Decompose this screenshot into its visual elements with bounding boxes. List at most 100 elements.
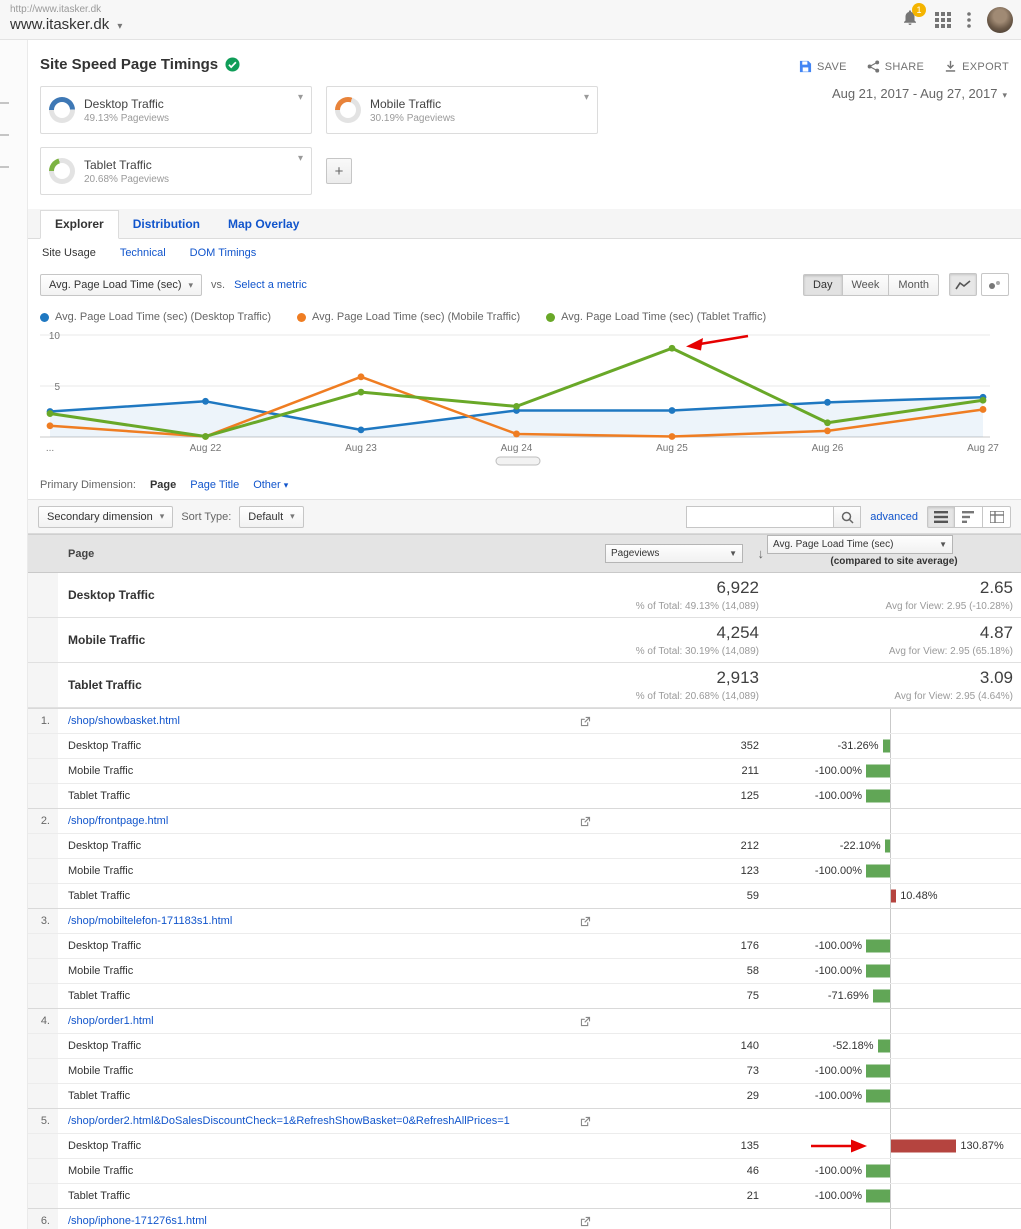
segment-sub-row: Desktop Traffic 352 -31.26% [28,733,1021,758]
open-page-button[interactable] [580,916,591,927]
avatar[interactable] [987,7,1013,33]
tab-explorer[interactable]: Explorer [40,210,119,239]
open-page-button[interactable] [580,716,591,727]
chart-canvas: 10 5... Aug 22 Aug 23 Aug 24 Aug 25 Aug 26 Aug … [40,331,999,466]
tab-map-overlay[interactable]: Map Overlay [228,217,300,231]
page-link[interactable]: /shop/frontpage.html [68,815,169,827]
zero-axis [890,1109,891,1133]
subtab-site-usage[interactable]: Site Usage [42,247,96,259]
sort-type-dropdown[interactable]: Default ▾ [239,505,304,528]
caret-down-icon: ▼ [729,549,737,558]
chevron-down-icon[interactable]: ▾ [583,92,589,103]
sort-descending-icon[interactable]: ↓ [757,546,765,561]
zero-axis [890,934,891,958]
chevron-down-icon[interactable]: ▾ [297,92,303,103]
date-range-selector[interactable]: Aug 21, 2017 - Aug 27, 2017 ▾ [831,86,1007,101]
comparison-bar [884,839,890,853]
save-icon [799,60,812,73]
search-input[interactable] [686,506,835,528]
donut-chart-icon [49,158,75,184]
page-link[interactable]: /shop/showbasket.html [68,715,180,727]
zero-axis [890,1209,891,1229]
pivot-view-button[interactable] [983,506,1011,528]
series-dot-icon [40,312,49,322]
metric-dropdown[interactable]: Avg. Page Load Time (sec) ▾ [40,274,203,296]
comparison-bar [866,864,890,878]
vs-label: vs. [211,279,226,291]
zero-axis [890,759,891,783]
open-page-button[interactable] [580,1216,591,1227]
sort-type-label: Sort Type: [181,510,232,523]
select-metric-link[interactable]: Select a metric [234,279,307,291]
segment-card-mobile[interactable]: Mobile Traffic 30.19% Pageviews ▾ [326,86,598,134]
verified-check-icon [225,57,240,72]
zero-axis [890,1084,891,1108]
segment-label: Mobile Traffic [68,965,134,977]
svg-text:Aug 23: Aug 23 [345,443,377,454]
open-page-button[interactable] [580,1016,591,1027]
timeseries-chart[interactable]: 10 5... Aug 22 Aug 23 Aug 24 Aug 25 Aug 26 Aug … [28,325,1021,475]
segment-card-desktop[interactable]: Desktop Traffic 49.13% Pageviews ▾ [40,86,312,134]
page-link[interactable]: /shop/order1.html [68,1015,154,1027]
account-selector[interactable]: www.itasker.dk ▾ [10,16,1011,33]
svg-text:5: 5 [54,382,60,393]
open-in-new-icon [580,1016,591,1026]
secondary-dimension-dropdown[interactable]: Secondary dimension ▾ [38,505,174,528]
segment-sub-row: Tablet Traffic 59 10.48% [28,883,1021,908]
add-segment-button[interactable]: + [326,158,352,184]
chevron-down-icon: ▾ [159,511,165,521]
search-button[interactable] [834,506,862,528]
granularity-month[interactable]: Month [889,273,939,296]
segment-sub-row: Tablet Traffic 29 -100.00% [28,1083,1021,1108]
collapsed-sidebar [0,40,28,1229]
page-link[interactable]: /shop/order2.html&DoSalesDiscountCheck=1… [68,1115,510,1127]
segment-label: Desktop Traffic [68,740,142,752]
segment-sub-row: Tablet Traffic 21 -100.00% [28,1183,1021,1208]
apps-grid-button[interactable] [935,12,951,28]
comparison-bar [866,1064,890,1078]
page-link[interactable]: /shop/iphone-171276s1.html [68,1215,207,1227]
motion-chart-icon [989,280,1000,289]
summary-label: Desktop Traffic [68,588,155,602]
pageviews-column-selector[interactable]: Pageviews ▼ [605,544,743,563]
legend-item-mobile: Avg. Page Load Time (sec) (Mobile Traffi… [297,311,520,323]
open-in-new-icon [580,916,591,926]
more-menu-button[interactable] [967,12,971,28]
row-number: 4. [28,1009,58,1033]
zero-axis [890,959,891,983]
chevron-down-icon: ▾ [1002,90,1007,100]
open-page-button[interactable] [580,1116,591,1127]
search-icon [841,511,854,524]
notifications-button[interactable]: 1 [901,3,926,32]
data-view-button[interactable] [927,506,955,528]
summary-metric: 3.09 Avg for View: 2.95 (4.64%) [894,668,1013,702]
line-chart-view-button[interactable] [949,273,977,296]
comparison-bar [866,789,890,803]
dimension-page[interactable]: Page [149,479,177,491]
metric-column-selector[interactable]: Avg. Page Load Time (sec) ▼ [767,535,953,554]
export-button[interactable]: EXPORT [944,60,1009,73]
comparison-percent: -22.10% [839,840,881,852]
granularity-week[interactable]: Week [842,273,890,296]
dimension-page-title[interactable]: Page Title [190,479,240,491]
tab-distribution[interactable]: Distribution [132,217,201,231]
table-row: 3. /shop/mobiltelefon-171183s1.html [28,908,1021,933]
page-column-header: Page [68,547,95,560]
subtab-dom-timings[interactable]: DOM Timings [189,247,257,259]
motion-chart-view-button[interactable] [981,273,1009,296]
page-link[interactable]: /shop/mobiltelefon-171183s1.html [68,915,233,927]
segment-card-tablet[interactable]: Tablet Traffic 20.68% Pageviews ▾ [40,147,312,195]
segment-label: Tablet Traffic [68,1190,131,1202]
segment-label: Mobile Traffic [68,865,134,877]
granularity-toggle: Day Week Month [802,273,939,296]
chevron-down-icon: ▾ [290,511,295,521]
share-button[interactable]: SHARE [867,60,924,73]
granularity-day[interactable]: Day [802,273,843,296]
open-page-button[interactable] [580,816,591,827]
save-button[interactable]: SAVE [799,60,847,73]
chevron-down-icon[interactable]: ▾ [297,153,303,164]
performance-view-button[interactable] [955,506,983,528]
advanced-search-link[interactable]: advanced [870,511,918,523]
dimension-other[interactable]: Other ▾ [253,479,289,491]
subtab-technical[interactable]: Technical [119,247,166,259]
